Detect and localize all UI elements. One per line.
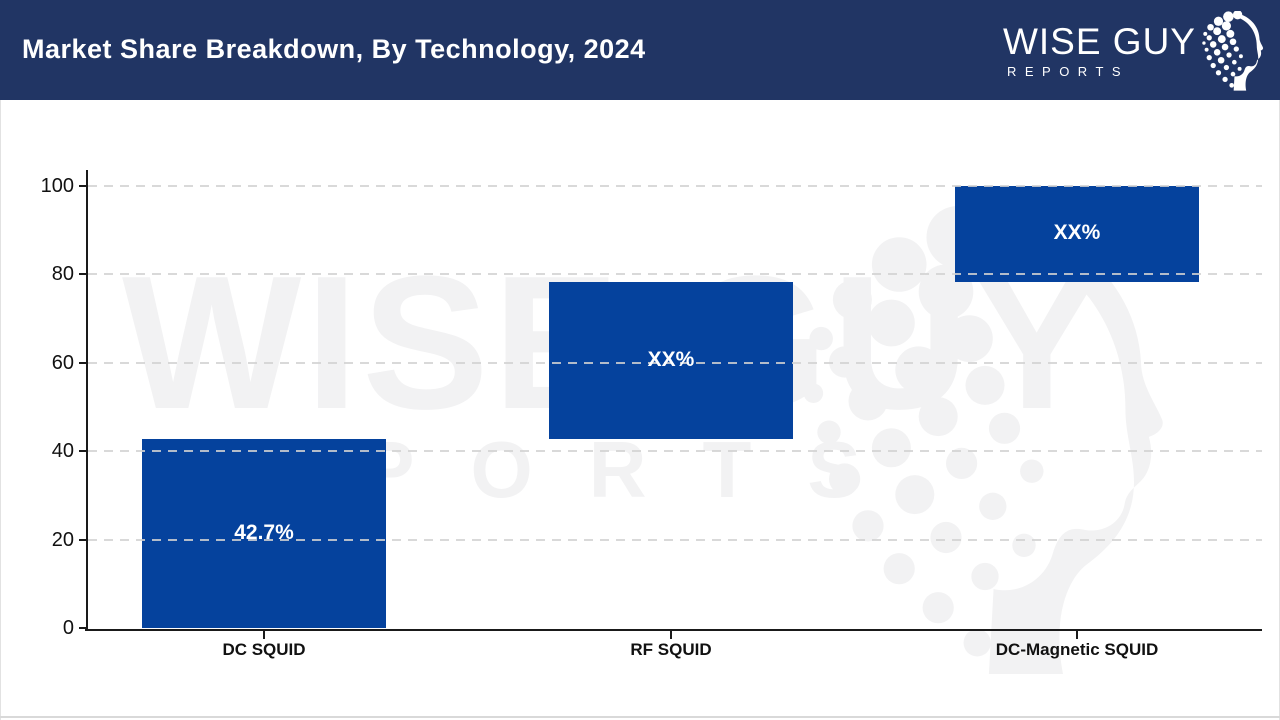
brand-face-icon [1200, 11, 1266, 91]
y-axis-tick-60 [79, 361, 87, 364]
gridline-80 [88, 273, 1262, 276]
y-axis-tick-40 [79, 450, 87, 453]
reports-logo-text: REPORTS [1006, 64, 1130, 79]
y-tick-label-60: 60 [51, 351, 74, 374]
frame-bottom-border [0, 716, 1280, 718]
page-title: Market Share Breakdown, By Technology, 2… [22, 34, 646, 64]
bar-value-label: XX% [1053, 221, 1101, 245]
bar-dc-magnetic-squid [955, 186, 1199, 283]
y-axis-tick-20 [79, 538, 87, 541]
gridline-100 [88, 185, 1262, 187]
y-axis-tick-0 [79, 627, 87, 629]
y-tick-label-100: 100 [40, 175, 74, 197]
y-tick-label-20: 20 [51, 528, 74, 551]
brand-logo-text: WISE GUY REPORTS [1003, 23, 1196, 79]
header-bar: Market Share Breakdown, By Technology, 2… [0, 0, 1280, 100]
category-label-1: DC SQUID [222, 640, 306, 659]
x-axis-tick-3 [1076, 631, 1078, 639]
category-label-3: DC-Magnetic SQUID [995, 640, 1159, 659]
bar-value-label: XX% [647, 347, 695, 371]
wise-guy-logo-text: WISE GUY [1002, 21, 1196, 62]
y-tick-label-40: 40 [51, 440, 74, 463]
x-axis-tick-1 [263, 631, 265, 639]
category-label-2: RF SQUID [630, 640, 712, 659]
bar-dc-squid [142, 439, 386, 628]
x-axis-line [85, 629, 1262, 631]
gridline-40 [88, 450, 1262, 453]
brand-logo: WISE GUY REPORTS [1003, 8, 1266, 94]
bar-rf-squid [549, 282, 793, 440]
bar-value-label: 42.7% [234, 520, 294, 544]
gridline-20 [88, 538, 1262, 541]
y-axis-tick-100 [79, 185, 87, 187]
y-axis-tick-80 [79, 273, 87, 276]
y-tick-label-0: 0 [62, 617, 74, 639]
frame-left-border [0, 100, 1, 720]
x-axis-tick-2 [670, 631, 672, 639]
y-tick-label-80: 80 [51, 263, 74, 286]
y-axis-line [86, 170, 88, 630]
gridline-60 [88, 361, 1262, 364]
